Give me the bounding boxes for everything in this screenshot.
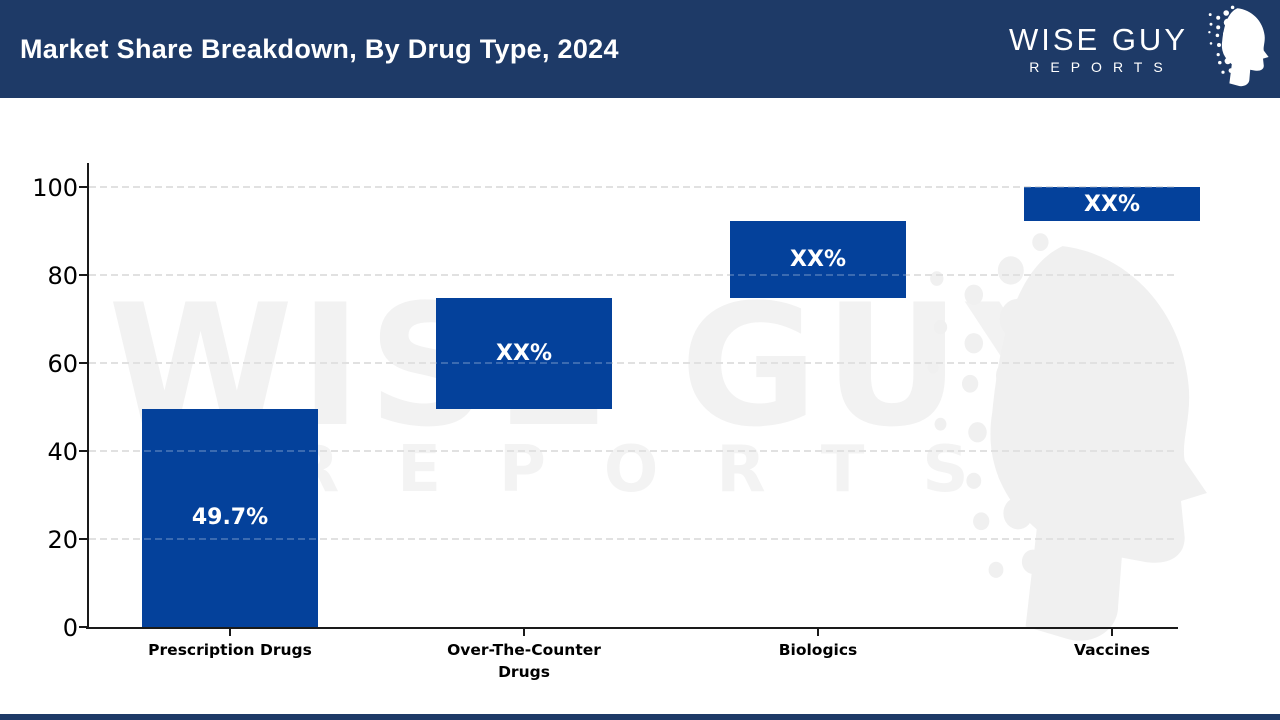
y-tick-label-0: 0 [62, 614, 78, 642]
bar-value-label-over-the-counter-drugs: XX% [496, 340, 552, 366]
y-tick-label-40: 40 [47, 438, 78, 467]
x-category-label-vaccines: Vaccines [1073, 641, 1151, 659]
x-tick-biologics [817, 629, 819, 636]
y-tick-40 [79, 450, 87, 453]
header-bar: Market Share Breakdown, By Drug Type, 20… [0, 0, 1280, 98]
y-tick-60 [79, 362, 87, 365]
y-tick-label-20: 20 [47, 526, 78, 555]
x-tick-prescription-drugs [229, 629, 231, 636]
gridline-overlay-20 [89, 538, 1178, 541]
bar-value-label-vaccines: XX% [1084, 191, 1140, 217]
bar-value-label-prescription-drugs: 49.7% [191, 505, 269, 531]
footer-bar [0, 714, 1280, 720]
brand-name: WISE GUY [1008, 21, 1188, 57]
gridline-60 [89, 362, 1178, 365]
y-tick-label-60: 60 [47, 350, 78, 379]
y-tick-100 [79, 186, 87, 189]
y-tick-80 [79, 274, 87, 277]
y-tick-20 [79, 538, 87, 541]
gridline-20 [89, 538, 1178, 541]
gridline-40 [89, 450, 1178, 453]
brand-logo-text: WISE GUY REPORTS [1008, 21, 1188, 76]
watermark-text-line2: REPORTS [290, 433, 1027, 507]
gridline-overlay-60 [89, 362, 1178, 365]
x-category-label-prescription-drugs: Prescription Drugs [148, 641, 312, 659]
y-tick-0 [79, 626, 87, 628]
y-tick-label-80: 80 [47, 262, 78, 291]
bar-over-the-counter-drugs: XX% [436, 298, 612, 409]
logo-face-icon [1208, 5, 1269, 87]
x-category-label-over-the-counter-drugs: Over-The-Counter Drugs [447, 641, 601, 681]
brand-subname: REPORTS [1029, 59, 1174, 76]
bar-vaccines: XX% [1024, 187, 1200, 222]
bar-prescription-drugs: 49.7% [142, 408, 318, 627]
y-axis [87, 163, 89, 629]
page-title: Market Share Breakdown, By Drug Type, 20… [20, 33, 619, 64]
gridline-overlay-40 [89, 450, 1178, 453]
x-axis [86, 627, 1178, 629]
bar-value-label-biologics: XX% [790, 247, 846, 273]
brand-logo: WISE GUY REPORTS [1009, 4, 1272, 94]
y-tick-label-100: 100 [32, 174, 78, 203]
x-category-label-biologics: Biologics [778, 641, 858, 659]
bar-biologics: XX% [730, 221, 906, 299]
x-tick-vaccines [1111, 629, 1113, 636]
watermark-face-icon [927, 233, 1207, 641]
gridline-overlay-100 [89, 186, 1178, 189]
gridline-100 [89, 186, 1178, 189]
gridline-overlay-80 [89, 274, 1178, 277]
gridline-80 [89, 274, 1178, 277]
x-tick-over-the-counter-drugs [523, 629, 525, 636]
